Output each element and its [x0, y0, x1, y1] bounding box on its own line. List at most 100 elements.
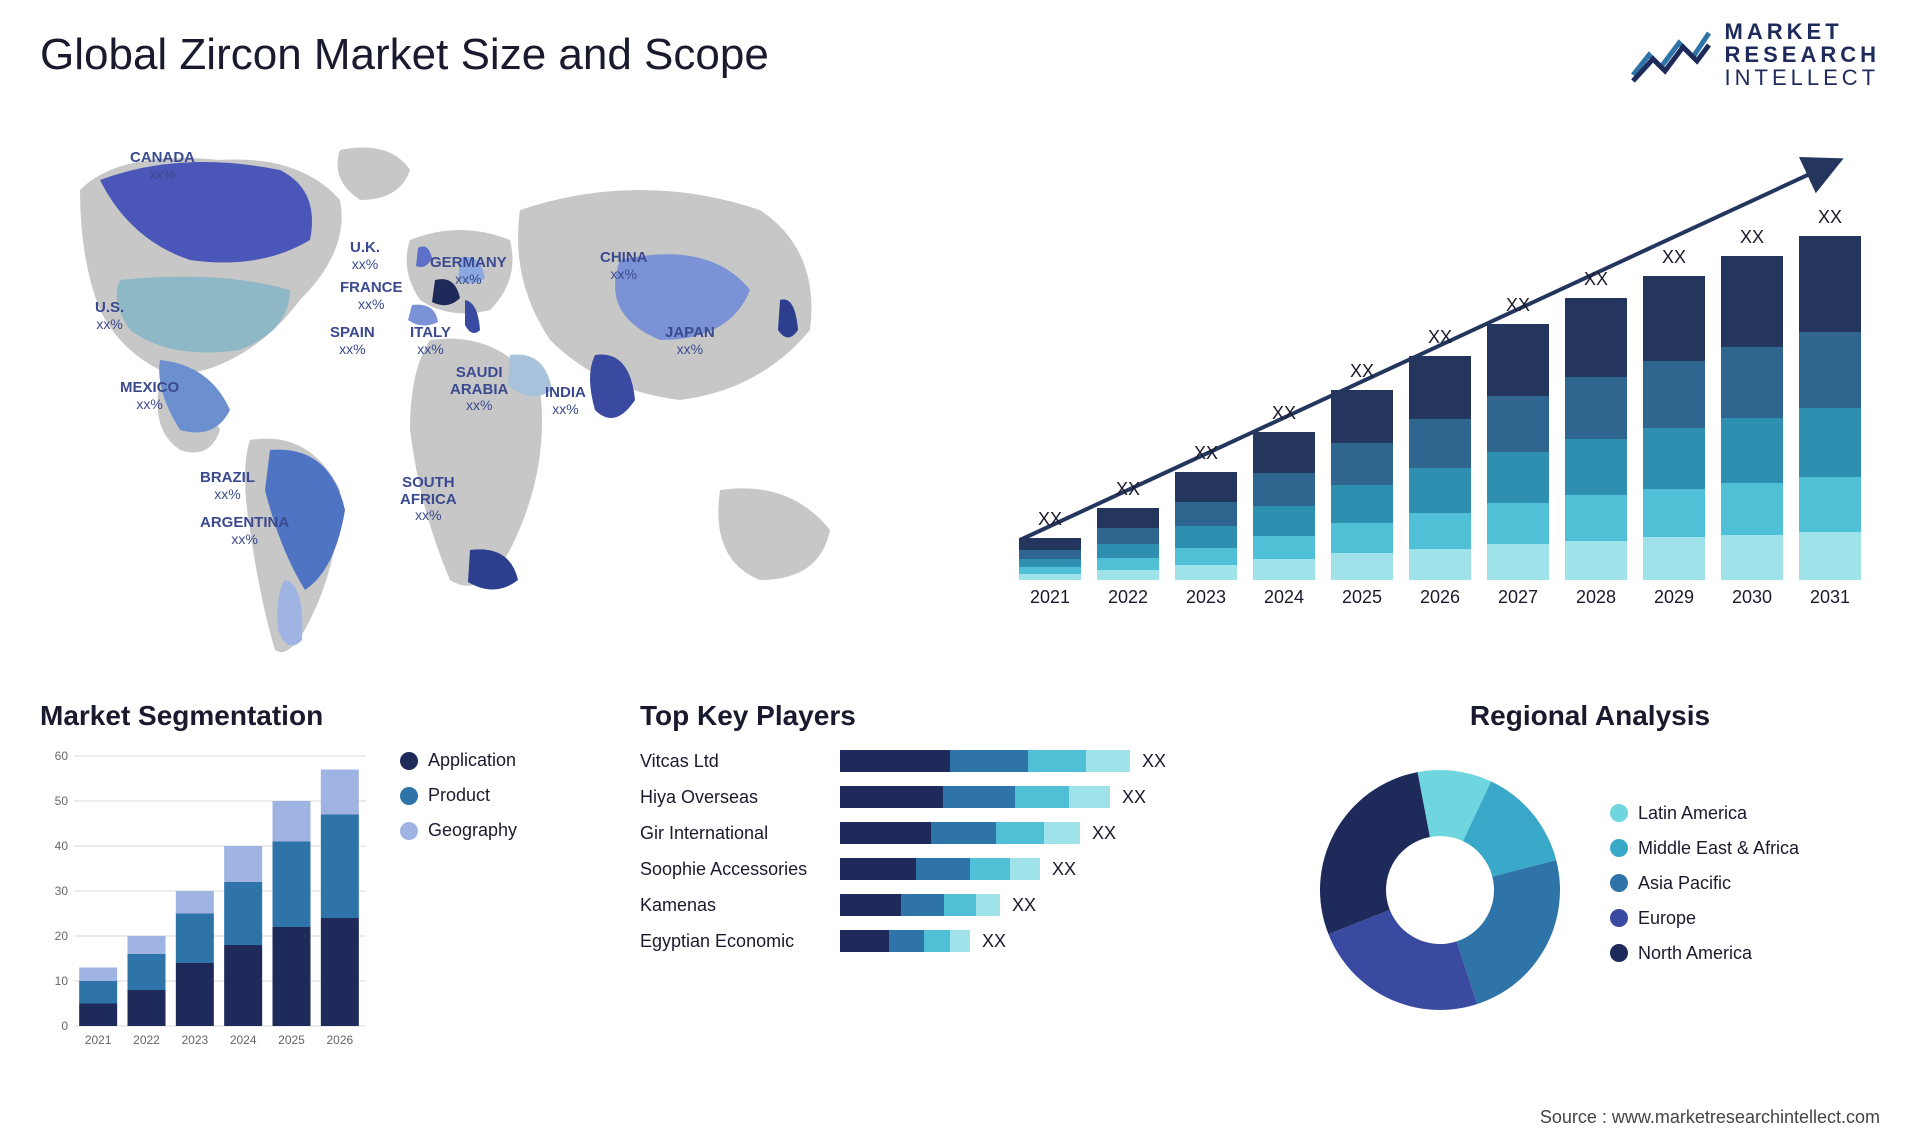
- main-chart-bar: [1799, 236, 1861, 580]
- map-label: SAUDIARABIAxx%: [450, 365, 508, 413]
- seg-bar-segment: [224, 846, 262, 882]
- player-bar: [840, 894, 1000, 916]
- main-chart-value-label: XX: [1409, 327, 1471, 348]
- map-label: SOUTHAFRICAxx%: [400, 475, 457, 523]
- main-chart-xlabel: 2025: [1331, 587, 1393, 608]
- legend-item: Geography: [400, 820, 517, 841]
- brand-logo: MARKET RESEARCH INTELLECT: [1631, 20, 1880, 89]
- logo-line2: RESEARCH: [1725, 43, 1880, 66]
- seg-bar-segment: [128, 990, 166, 1026]
- main-chart-bar: [1409, 356, 1471, 580]
- legend-item: Middle East & Africa: [1610, 838, 1799, 859]
- main-chart-xlabel: 2023: [1175, 587, 1237, 608]
- page-title: Global Zircon Market Size and Scope: [40, 30, 769, 80]
- legend-item: Asia Pacific: [1610, 873, 1799, 894]
- seg-bar-segment: [176, 891, 214, 914]
- svg-text:20: 20: [55, 929, 69, 943]
- regional-legend: Latin America Middle East & Africa Asia Pa…: [1610, 803, 1799, 978]
- main-chart-bar: [1487, 324, 1549, 580]
- seg-bar-segment: [128, 954, 166, 990]
- svg-text:50: 50: [55, 794, 69, 808]
- player-bar: [840, 930, 970, 952]
- main-chart-xlabel: 2028: [1565, 587, 1627, 608]
- main-chart-value-label: XX: [1799, 207, 1861, 228]
- svg-text:30: 30: [55, 884, 69, 898]
- donut-slice: [1457, 860, 1560, 1004]
- source-attribution: Source : www.marketresearchintellect.com: [1540, 1107, 1880, 1128]
- legend-item: Application: [400, 750, 517, 771]
- player-value: XX: [1052, 859, 1076, 880]
- map-label: CANADAxx%: [130, 150, 195, 182]
- main-chart-xlabel: 2027: [1487, 587, 1549, 608]
- logo-icon: [1631, 27, 1711, 83]
- legend-item: Latin America: [1610, 803, 1799, 824]
- player-name: Soophie Accessories: [640, 859, 840, 880]
- seg-bar-segment: [321, 770, 359, 815]
- segmentation-chart: 0102030405060202120222023202420252026: [40, 750, 370, 1050]
- seg-bar-segment: [224, 945, 262, 1026]
- seg-bar-segment: [273, 842, 311, 928]
- seg-bar-segment: [273, 801, 311, 842]
- seg-bar-segment: [321, 918, 359, 1026]
- map-label: JAPANxx%: [665, 325, 715, 357]
- seg-bar-segment: [224, 882, 262, 945]
- map-label: SPAINxx%: [330, 325, 375, 357]
- main-chart-bar: [1175, 472, 1237, 580]
- main-chart-value-label: XX: [1565, 269, 1627, 290]
- main-chart-value-label: XX: [1253, 403, 1315, 424]
- segmentation-title: Market Segmentation: [40, 700, 600, 732]
- main-chart-bar: [1331, 390, 1393, 580]
- svg-text:2024: 2024: [230, 1033, 257, 1047]
- map-label: ITALYxx%: [410, 325, 451, 357]
- player-bar: [840, 822, 1080, 844]
- regional-title: Regional Analysis: [1300, 700, 1880, 732]
- main-chart-xlabel: 2030: [1721, 587, 1783, 608]
- seg-bar-segment: [176, 963, 214, 1026]
- player-value: XX: [1122, 787, 1146, 808]
- main-chart-value-label: XX: [1331, 361, 1393, 382]
- player-name: Vitcas Ltd: [640, 751, 840, 772]
- main-chart-bar: [1019, 538, 1081, 580]
- main-chart-value-label: XX: [1643, 247, 1705, 268]
- donut-slice: [1320, 772, 1430, 934]
- map-label: U.K.xx%: [350, 240, 380, 272]
- main-chart-xlabel: 2024: [1253, 587, 1315, 608]
- regional-panel: Regional Analysis Latin America Middle Ea…: [1300, 700, 1880, 1080]
- map-label: BRAZILxx%: [200, 470, 255, 502]
- player-row: Kamenas XX: [640, 894, 1260, 916]
- main-chart-value-label: XX: [1175, 443, 1237, 464]
- svg-text:2022: 2022: [133, 1033, 160, 1047]
- svg-text:2021: 2021: [85, 1033, 112, 1047]
- player-bar: [840, 786, 1110, 808]
- seg-bar-segment: [176, 914, 214, 964]
- segmentation-legend: ApplicationProductGeography: [400, 750, 517, 855]
- map-label: INDIAxx%: [545, 385, 586, 417]
- player-row: Gir International XX: [640, 822, 1260, 844]
- map-region-spain: [408, 305, 438, 326]
- main-chart-xlabel: 2029: [1643, 587, 1705, 608]
- player-row: Egyptian Economic XX: [640, 930, 1260, 952]
- player-name: Egyptian Economic: [640, 931, 840, 952]
- player-value: XX: [982, 931, 1006, 952]
- main-chart-value-label: XX: [1019, 509, 1081, 530]
- main-chart-xlabel: 2031: [1799, 587, 1861, 608]
- player-row: Soophie Accessories XX: [640, 858, 1260, 880]
- main-chart-bar: [1643, 276, 1705, 580]
- map-label: U.S.xx%: [95, 300, 124, 332]
- map-label: ARGENTINAxx%: [200, 515, 289, 547]
- main-chart-value-label: XX: [1721, 227, 1783, 248]
- player-name: Hiya Overseas: [640, 787, 840, 808]
- player-value: XX: [1012, 895, 1036, 916]
- main-chart-value-label: XX: [1097, 479, 1159, 500]
- seg-bar-segment: [79, 981, 117, 1004]
- legend-item: Europe: [1610, 908, 1799, 929]
- seg-bar-segment: [79, 968, 117, 982]
- market-size-chart: 2021XX2022XX2023XX2024XX2025XX2026XX2027…: [1000, 140, 1880, 660]
- player-bar: [840, 750, 1130, 772]
- svg-text:60: 60: [55, 750, 69, 763]
- svg-text:2025: 2025: [278, 1033, 305, 1047]
- map-label: MEXICOxx%: [120, 380, 179, 412]
- logo-line1: MARKET: [1725, 20, 1880, 43]
- main-chart-bar: [1097, 508, 1159, 580]
- seg-bar-segment: [273, 927, 311, 1026]
